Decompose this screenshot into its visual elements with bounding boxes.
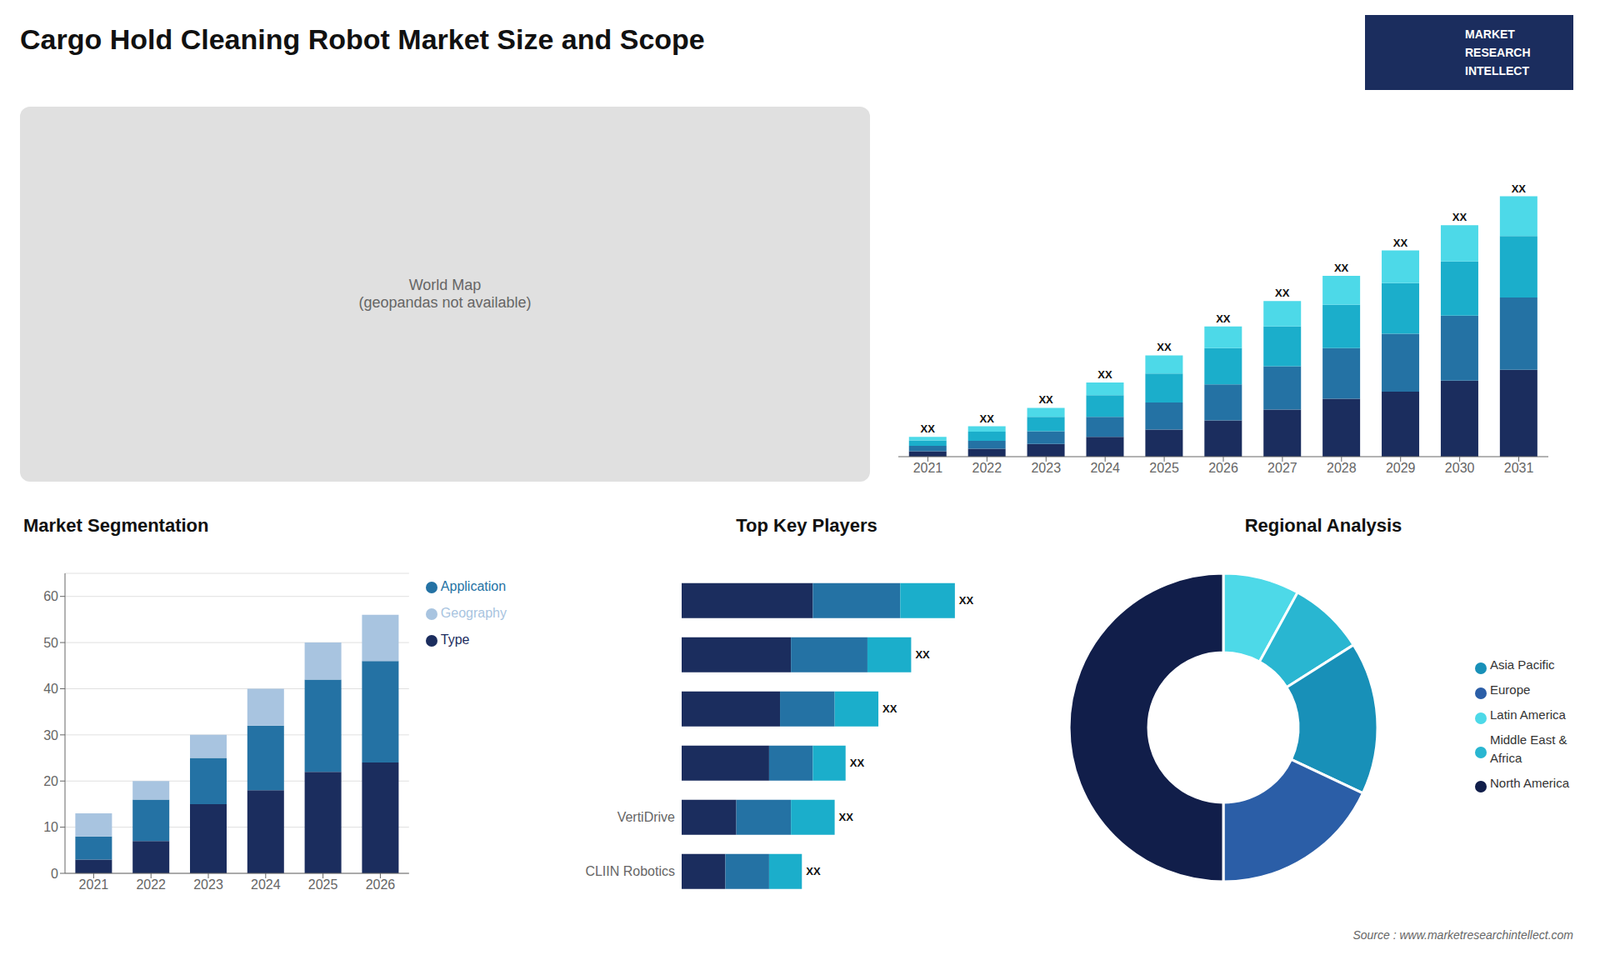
svg-text:2024: 2024 xyxy=(250,877,281,892)
html-text:Top Key Players: Top Key Players xyxy=(736,515,878,536)
svg-text:2022: 2022 xyxy=(972,460,1003,475)
svg-text:2029: 2029 xyxy=(1385,460,1416,475)
svg-text:60: 60 xyxy=(43,589,59,604)
svg-text:2024: 2024 xyxy=(1090,460,1120,475)
svg-text:2028: 2028 xyxy=(1326,460,1357,475)
svg-text:XX: XX xyxy=(882,702,898,715)
svg-text:XX: XX xyxy=(1393,236,1409,250)
html-text:Source : www.marketresearchint: Source : www.marketresearchintellect.com xyxy=(1352,928,1574,942)
svg-text:XX: XX xyxy=(920,422,936,435)
svg-text:VertiDrive: VertiDrive xyxy=(617,810,675,825)
html-text:Application: Application xyxy=(440,579,506,594)
svg-text:2025: 2025 xyxy=(308,877,339,892)
svg-text:2022: 2022 xyxy=(135,877,166,892)
svg-text:2027: 2027 xyxy=(1267,460,1298,475)
html-text:North America: North America xyxy=(1490,775,1570,790)
svg-text:XX: XX xyxy=(1156,340,1172,354)
svg-text:2030: 2030 xyxy=(1445,460,1475,475)
html-text:Europe: Europe xyxy=(1490,682,1531,697)
svg-text:2023: 2023 xyxy=(1030,460,1061,475)
svg-text:XX: XX xyxy=(1334,261,1350,275)
svg-text:20: 20 xyxy=(43,774,59,789)
html-text:MARKET RESEARCH INTELLECT: MARKET RESEARCH INTELLECT xyxy=(1465,27,1531,78)
svg-text:2031: 2031 xyxy=(1504,460,1535,475)
html-text:World Map (geopandas not avail: World Map (geopandas not available) xyxy=(358,276,532,311)
html-text:Type: Type xyxy=(440,632,470,647)
html-text:Geography: Geography xyxy=(440,605,507,620)
svg-text:XX: XX xyxy=(1275,286,1290,300)
svg-text:XX: XX xyxy=(980,412,995,425)
svg-text:10: 10 xyxy=(43,820,59,835)
svg-text:XX: XX xyxy=(915,648,930,661)
svg-text:50: 50 xyxy=(43,635,59,650)
svg-text:XX: XX xyxy=(1511,182,1527,195)
html-text:Asia Pacific: Asia Pacific xyxy=(1490,657,1555,672)
svg-text:XX: XX xyxy=(1215,312,1231,325)
html-text:Regional Analysis: Regional Analysis xyxy=(1244,515,1402,536)
svg-text:XX: XX xyxy=(1097,368,1113,381)
svg-text:XX: XX xyxy=(959,594,975,607)
svg-text:40: 40 xyxy=(43,681,59,696)
svg-text:CLIIN Robotics: CLIIN Robotics xyxy=(585,864,675,879)
html-text:Market Segmentation: Market Segmentation xyxy=(23,515,209,536)
svg-text:0: 0 xyxy=(50,866,59,881)
svg-text:XX: XX xyxy=(1038,393,1054,406)
html-text:Latin America: Latin America xyxy=(1490,707,1566,722)
svg-text:XX: XX xyxy=(1452,210,1468,224)
html-text:Cargo Hold Cleaning Robot Mark: Cargo Hold Cleaning Robot Market Size an… xyxy=(20,23,705,55)
svg-text:XX: XX xyxy=(839,810,855,824)
svg-text:XX: XX xyxy=(805,865,821,878)
html-text:Middle East & Africa: Middle East & Africa xyxy=(1490,732,1568,765)
svg-text:30: 30 xyxy=(43,728,59,743)
svg-text:2021: 2021 xyxy=(79,877,110,892)
svg-text:2025: 2025 xyxy=(1149,460,1180,475)
svg-text:2021: 2021 xyxy=(913,460,944,475)
svg-text:2026: 2026 xyxy=(1208,460,1239,475)
svg-text:XX: XX xyxy=(850,756,865,770)
svg-text:2023: 2023 xyxy=(193,877,224,892)
svg-text:2026: 2026 xyxy=(365,877,396,892)
